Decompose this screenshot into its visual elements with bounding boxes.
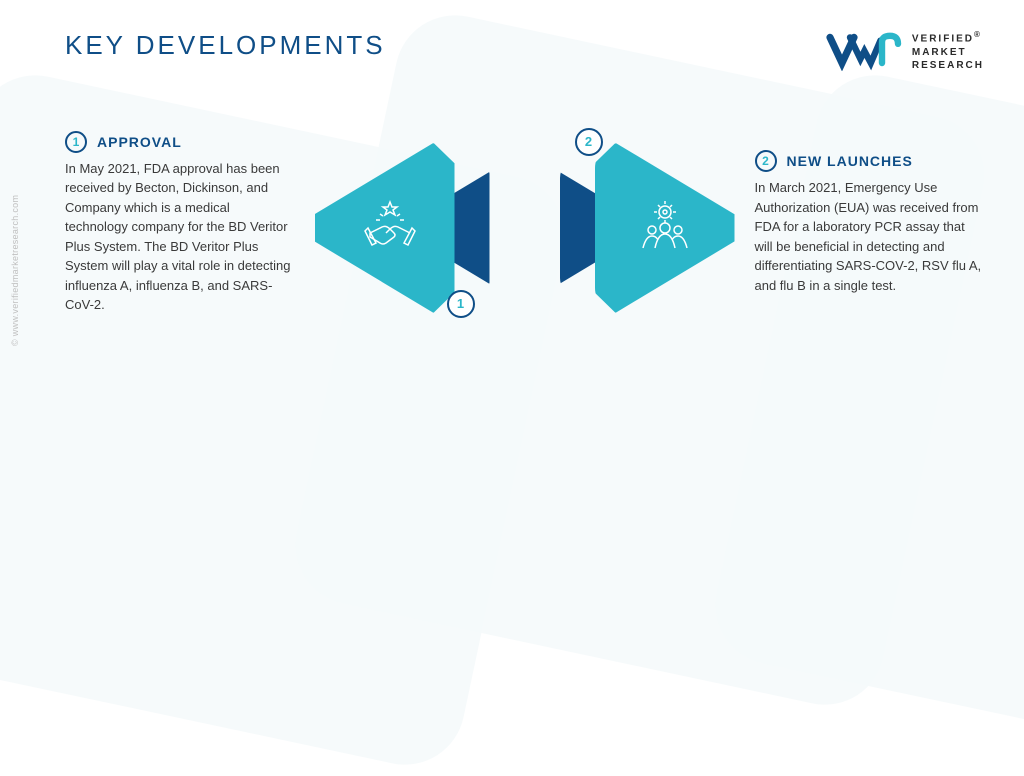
content-row: 1 APPROVAL In May 2021, FDA approval has… xyxy=(0,73,1024,323)
card-heading: 2 NEW LAUNCHES xyxy=(755,150,985,172)
card-heading: 1 APPROVAL xyxy=(65,131,295,153)
brand-line3: RESEARCH xyxy=(912,60,984,71)
brand-line2: MARKET xyxy=(912,47,967,58)
graphic-number-badge: 2 xyxy=(575,128,603,156)
handshake-star-icon xyxy=(360,198,420,258)
card-title: APPROVAL xyxy=(97,134,182,150)
header: KEY DEVELOPMENTS VERIFIED® MARKET RESEAR… xyxy=(0,0,1024,73)
brand-logo: VERIFIED® MARKET RESEARCH xyxy=(826,30,984,73)
page-title: KEY DEVELOPMENTS xyxy=(65,30,386,61)
logo-mark xyxy=(826,31,906,71)
development-card: 2 NEW LAUNCHES In March 2021, Emergency … xyxy=(755,150,985,295)
number-badge: 1 xyxy=(65,131,87,153)
registered-mark: ® xyxy=(974,30,982,39)
card-body: In March 2021, Emergency Use Authorizati… xyxy=(755,178,985,295)
triangle-graphic-left: 1 xyxy=(315,123,515,323)
number-badge: 2 xyxy=(755,150,777,172)
brand-line1: VERIFIED xyxy=(912,33,974,44)
logo-text: VERIFIED® MARKET RESEARCH xyxy=(912,30,984,73)
graphic-number-badge: 1 xyxy=(447,290,475,318)
development-card: 1 APPROVAL In May 2021, FDA approval has… xyxy=(65,131,295,315)
card-title: NEW LAUNCHES xyxy=(787,153,913,169)
card-body: In May 2021, FDA approval has been recei… xyxy=(65,159,295,315)
triangle-graphic-right: 2 xyxy=(535,123,735,323)
team-gear-icon xyxy=(635,198,695,258)
